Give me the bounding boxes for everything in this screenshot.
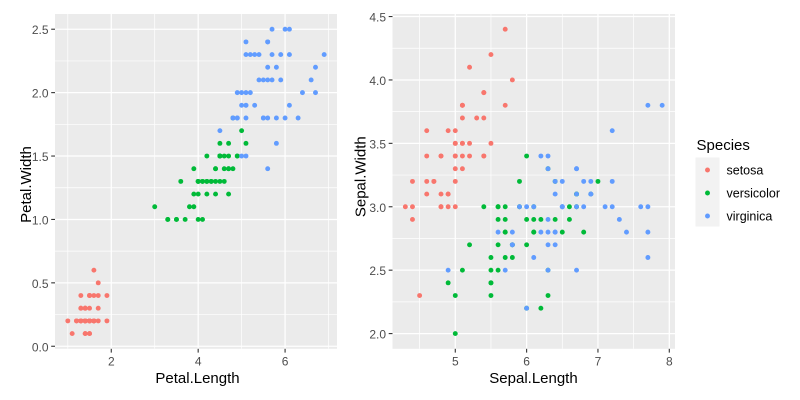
svg-text:4.0: 4.0 [369,74,386,88]
svg-text:6: 6 [523,355,530,369]
svg-text:1.0: 1.0 [32,213,49,227]
svg-text:1.5: 1.5 [32,150,49,164]
svg-text:3.0: 3.0 [369,201,386,215]
svg-text:6: 6 [282,355,289,369]
svg-text:4.5: 4.5 [369,11,386,25]
svg-text:Petal.Width: Petal.Width [18,146,35,223]
svg-text:Sepal.Width: Sepal.Width [353,136,370,217]
svg-text:7: 7 [595,355,602,369]
svg-text:2.0: 2.0 [32,87,49,101]
svg-text:4: 4 [195,355,202,369]
svg-text:Sepal.Length: Sepal.Length [489,370,577,387]
svg-text:2.5: 2.5 [369,264,386,278]
svg-text:setosa: setosa [727,164,764,178]
svg-text:3.5: 3.5 [369,137,386,151]
svg-text:0.5: 0.5 [32,277,49,291]
svg-text:2: 2 [108,355,115,369]
svg-text:8: 8 [666,355,673,369]
svg-text:5: 5 [452,355,459,369]
svg-text:2.0: 2.0 [369,328,386,342]
svg-text:0.0: 0.0 [32,340,49,354]
svg-text:Petal.Length: Petal.Length [155,370,239,387]
svg-text:Species: Species [697,137,750,154]
svg-text:2.5: 2.5 [32,23,49,37]
svg-text:virginica: virginica [727,210,773,224]
svg-text:versicolor: versicolor [727,187,781,201]
